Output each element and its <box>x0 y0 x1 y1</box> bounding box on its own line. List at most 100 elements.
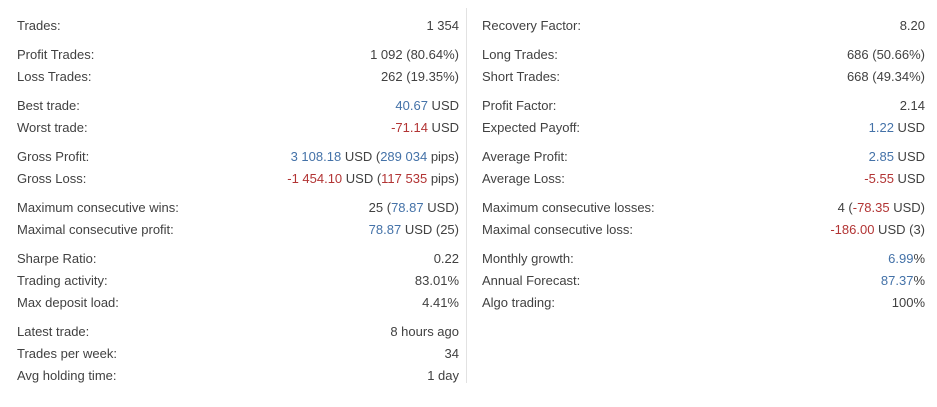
stat-label: Short Trades: <box>482 68 561 84</box>
stat-row: Gross Profit: 3 108.18 USD (289 034 pips) <box>17 145 459 167</box>
stat-value-segment: pips) <box>427 170 459 186</box>
stat-row: Maximum consecutive losses: 4 (-78.35 USD… <box>482 196 925 218</box>
stat-row: Gross Loss: -1 454.10 USD (117 535 pips) <box>17 167 459 189</box>
stat-value: -5.55 USD <box>864 171 925 186</box>
stat-label: Max deposit load: <box>17 294 119 310</box>
stat-value-segment: USD) <box>889 199 925 215</box>
stat-label: Loss Trades: <box>17 68 92 84</box>
stat-row: Profit Trades: 1 092 (80.64%) <box>17 43 459 65</box>
stat-value: 34 <box>445 346 459 361</box>
stat-group: Long Trades: 686 (50.66%) Short Trades: 668… <box>482 43 925 87</box>
stat-value-segment: 8.20 <box>899 17 925 33</box>
stat-value: 4 (-78.35 USD) <box>838 200 925 215</box>
stat-group: Sharpe Ratio: 0.22 Trading activity: 83.01%… <box>17 247 459 313</box>
stat-label: Worst trade: <box>17 119 88 135</box>
stat-group: Recovery Factor: 8.20 <box>482 14 925 36</box>
stat-label: Expected Payoff: <box>482 119 581 135</box>
stat-row: Loss Trades: 262 (19.35%) <box>17 65 459 87</box>
stat-value-segment: 1 354 <box>426 17 459 33</box>
stat-value-segment: 4.41% <box>422 294 459 310</box>
stat-row: Sharpe Ratio: 0.22 <box>17 247 459 269</box>
stat-value-segment: 6.99 <box>888 250 914 266</box>
stat-value: 87.37% <box>881 273 925 288</box>
stat-value: 8.20 <box>900 18 925 33</box>
stat-group: Best trade: 40.67 USD Worst trade: -71.14 U… <box>17 94 459 138</box>
stat-value: 1 092 (80.64%) <box>370 47 459 62</box>
stat-label: Trades per week: <box>17 345 117 361</box>
stat-value-segment: USD <box>893 148 925 164</box>
stat-value: 4.41% <box>422 295 459 310</box>
stat-row: Short Trades: 668 (49.34%) <box>482 65 925 87</box>
stat-row: Maximum consecutive wins: 25 (78.87 USD) <box>17 196 459 218</box>
stat-row: Annual Forecast: 87.37% <box>482 269 925 291</box>
stat-label: Recovery Factor: <box>482 17 581 33</box>
stat-row: Trades: 1 354 <box>17 14 459 36</box>
stat-label: Trading activity: <box>17 272 108 288</box>
stat-value-segment: USD) <box>423 199 459 215</box>
stat-value-segment: 25 ( <box>368 199 392 215</box>
stat-value-segment: USD ( <box>342 170 382 186</box>
stat-value: 78.87 USD (25) <box>369 222 459 237</box>
stat-row: Trading activity: 83.01% <box>17 269 459 291</box>
stat-label: Gross Profit: <box>17 148 90 164</box>
stat-label: Average Loss: <box>482 170 565 186</box>
stat-label: Latest trade: <box>17 323 90 339</box>
stat-value-segment: 117 535 <box>381 170 428 186</box>
stat-value-segment: % <box>913 250 925 266</box>
stat-value: 8 hours ago <box>390 324 459 339</box>
stat-value-segment: 4 ( <box>837 199 853 215</box>
stat-label: Algo trading: <box>482 294 555 310</box>
stat-value-segment: % <box>913 272 925 288</box>
stat-row: Best trade: 40.67 USD <box>17 94 459 116</box>
stat-label: Best trade: <box>17 97 80 113</box>
stat-value: 0.22 <box>434 251 459 266</box>
stat-value: -71.14 USD <box>391 120 459 135</box>
stat-value-segment: 40.67 <box>395 97 428 113</box>
stat-value: 40.67 USD <box>395 98 459 113</box>
stat-value: 2.85 USD <box>869 149 925 164</box>
stat-group: Average Profit: 2.85 USD Average Loss: -5.5… <box>482 145 925 189</box>
stat-label: Gross Loss: <box>17 170 87 186</box>
stat-row: Expected Payoff: 1.22 USD <box>482 116 925 138</box>
stat-row: Avg holding time: 1 day <box>17 364 459 386</box>
stat-value: 3 108.18 USD (289 034 pips) <box>291 149 459 164</box>
stat-label: Maximal consecutive loss: <box>482 221 633 237</box>
stat-value-segment: 262 (19.35%) <box>380 68 459 84</box>
stat-row: Worst trade: -71.14 USD <box>17 116 459 138</box>
stat-value: 262 (19.35%) <box>381 69 459 84</box>
stat-value-segment: 1.22 <box>868 119 894 135</box>
stat-value-segment: 78.87 <box>368 221 402 237</box>
stat-row: Long Trades: 686 (50.66%) <box>482 43 925 65</box>
stat-value-segment: 100% <box>891 294 925 310</box>
stat-group: Monthly growth: 6.99% Annual Forecast: 87.3… <box>482 247 925 313</box>
stat-label: Maximum consecutive wins: <box>17 199 179 215</box>
stat-value-segment: -5.55 <box>864 170 894 186</box>
stat-value: 1 354 <box>426 18 459 33</box>
stat-value-segment: USD (3) <box>874 221 925 237</box>
stat-value-segment: 2.85 <box>868 148 894 164</box>
stat-value-segment: -78.35 <box>852 199 890 215</box>
stat-value-segment: 0.22 <box>433 250 459 266</box>
stat-value-segment: pips) <box>427 148 459 164</box>
stat-label: Trades: <box>17 17 61 33</box>
stat-row: Latest trade: 8 hours ago <box>17 320 459 342</box>
stat-group: Maximum consecutive losses: 4 (-78.35 USD… <box>482 196 925 240</box>
stat-value-segment: USD <box>427 97 459 113</box>
stat-value-segment: 289 034 <box>380 148 428 164</box>
stat-value-segment: USD (25) <box>401 221 459 237</box>
stat-value: 686 (50.66%) <box>847 47 925 62</box>
stat-label: Maximum consecutive losses: <box>482 199 655 215</box>
stat-value-segment: 78.87 <box>391 199 424 215</box>
stat-group: Profit Trades: 1 092 (80.64%) Loss Trades:… <box>17 43 459 87</box>
stat-label: Annual Forecast: <box>482 272 581 288</box>
stat-value: 25 (78.87 USD) <box>369 200 459 215</box>
stat-value-segment: -186.00 <box>830 221 875 237</box>
stat-value-segment: USD <box>893 170 925 186</box>
stat-value-segment: 87.37 <box>880 272 914 288</box>
stat-value: -1 454.10 USD (117 535 pips) <box>287 171 459 186</box>
stat-row: Algo trading: 100% <box>482 291 925 313</box>
stat-row: Average Loss: -5.55 USD <box>482 167 925 189</box>
stats-column-right: Recovery Factor: 8.20 Long Trades: 686 (50.… <box>467 0 937 320</box>
stat-value: 668 (49.34%) <box>847 69 925 84</box>
